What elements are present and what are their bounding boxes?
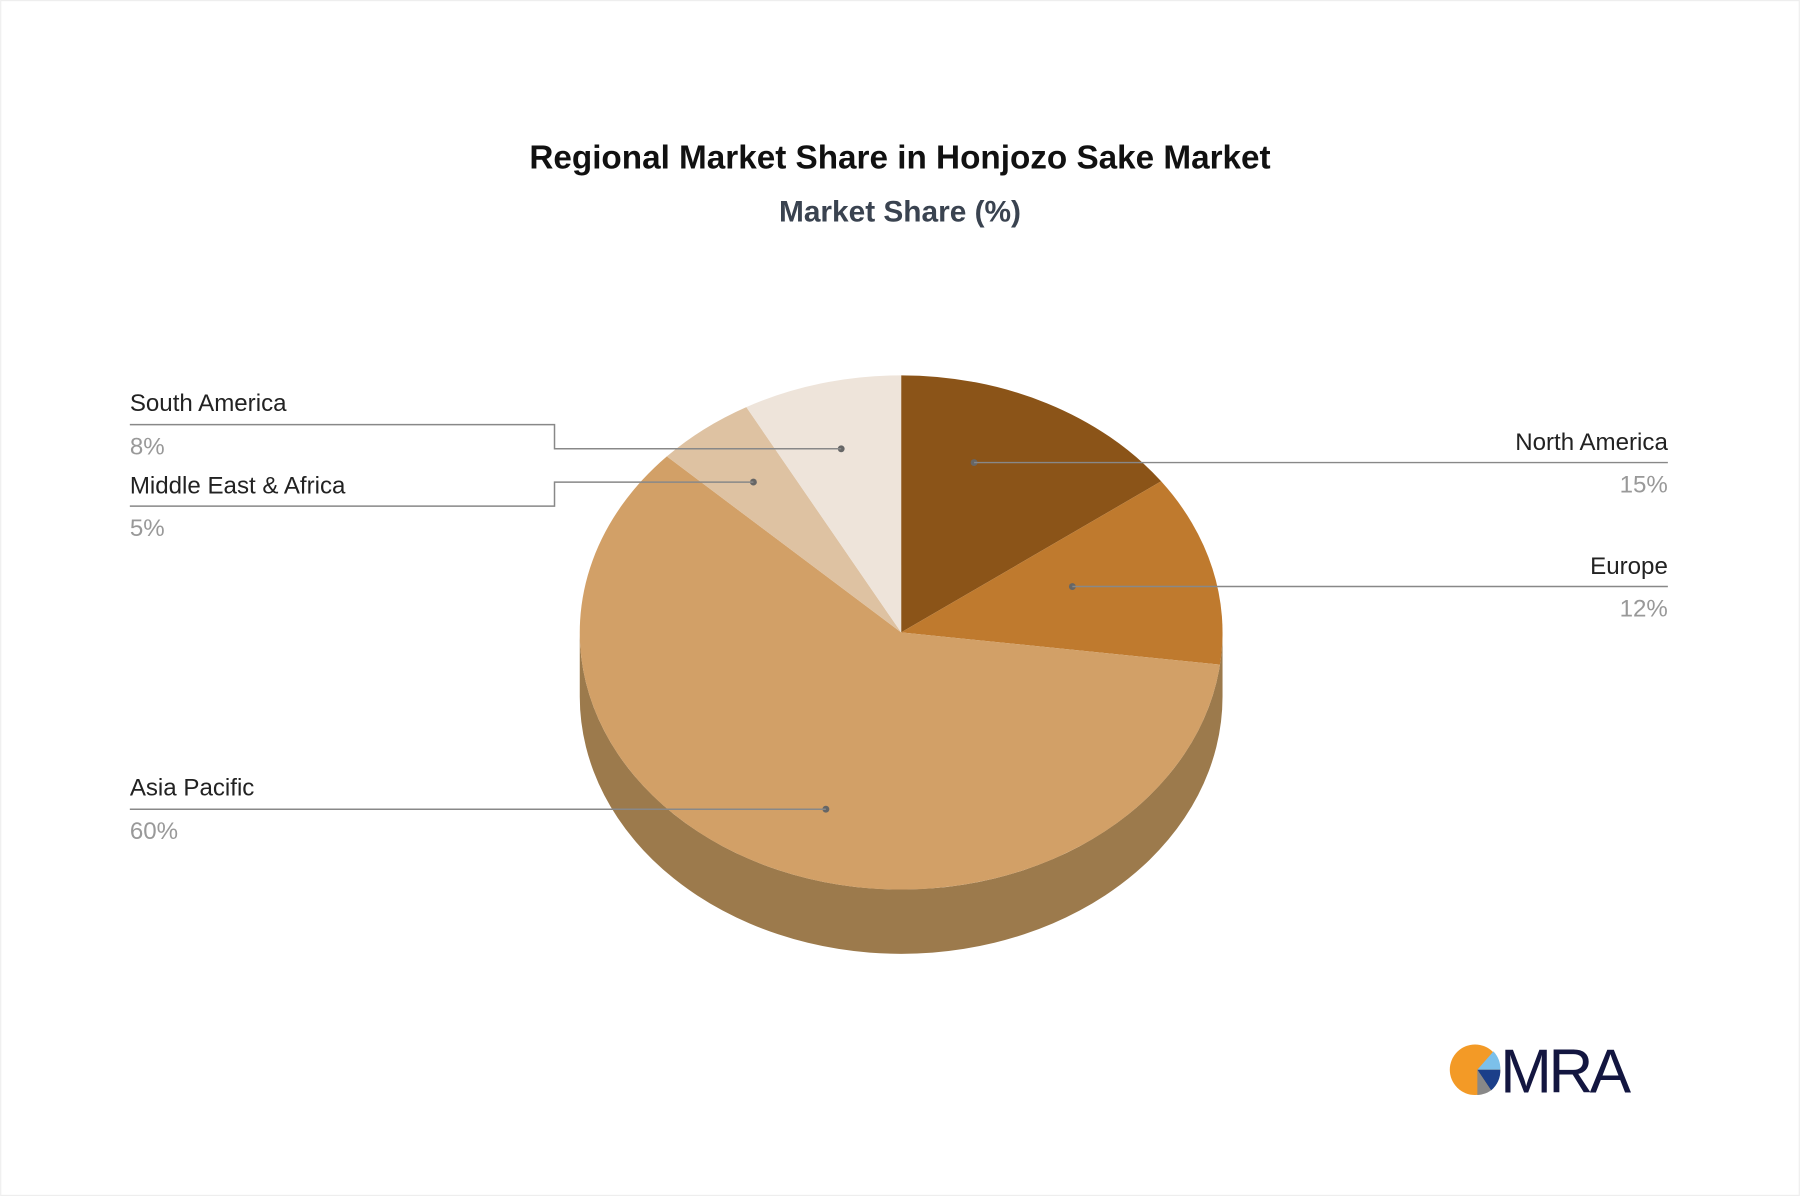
slice-value-label: 15% xyxy=(1620,471,1668,498)
mra-logo: MRA xyxy=(1449,1038,1635,1107)
slice-value-label: 12% xyxy=(1620,595,1668,622)
chart-subtitle: Market Share (%) xyxy=(779,196,1021,229)
pie-slice-south-america[interactable] xyxy=(746,375,902,633)
slice-value-label: 8% xyxy=(130,434,165,461)
slice-label: North America xyxy=(1515,429,1668,456)
slice-label: Middle East & Africa xyxy=(130,473,346,500)
pie-slice-europe[interactable] xyxy=(901,481,1223,665)
chart-title: Regional Market Share in Honjozo Sake Ma… xyxy=(529,140,1270,177)
slice-label: Asia Pacific xyxy=(130,774,255,801)
slice-value-label: 5% xyxy=(130,515,165,542)
leader-line xyxy=(129,423,842,450)
logo-text: MRA xyxy=(1500,1038,1631,1107)
pie-side xyxy=(579,632,1223,954)
slice-label: South America xyxy=(130,390,287,417)
pie-slice-asia-pacific[interactable] xyxy=(579,456,1220,890)
slice-label: Europe xyxy=(1590,553,1668,580)
leader-line xyxy=(129,481,754,507)
pie-slice-middle-east-africa[interactable] xyxy=(666,407,902,633)
slice-value-label: 60% xyxy=(130,818,178,845)
pie-slice-north-america[interactable] xyxy=(901,375,1162,633)
